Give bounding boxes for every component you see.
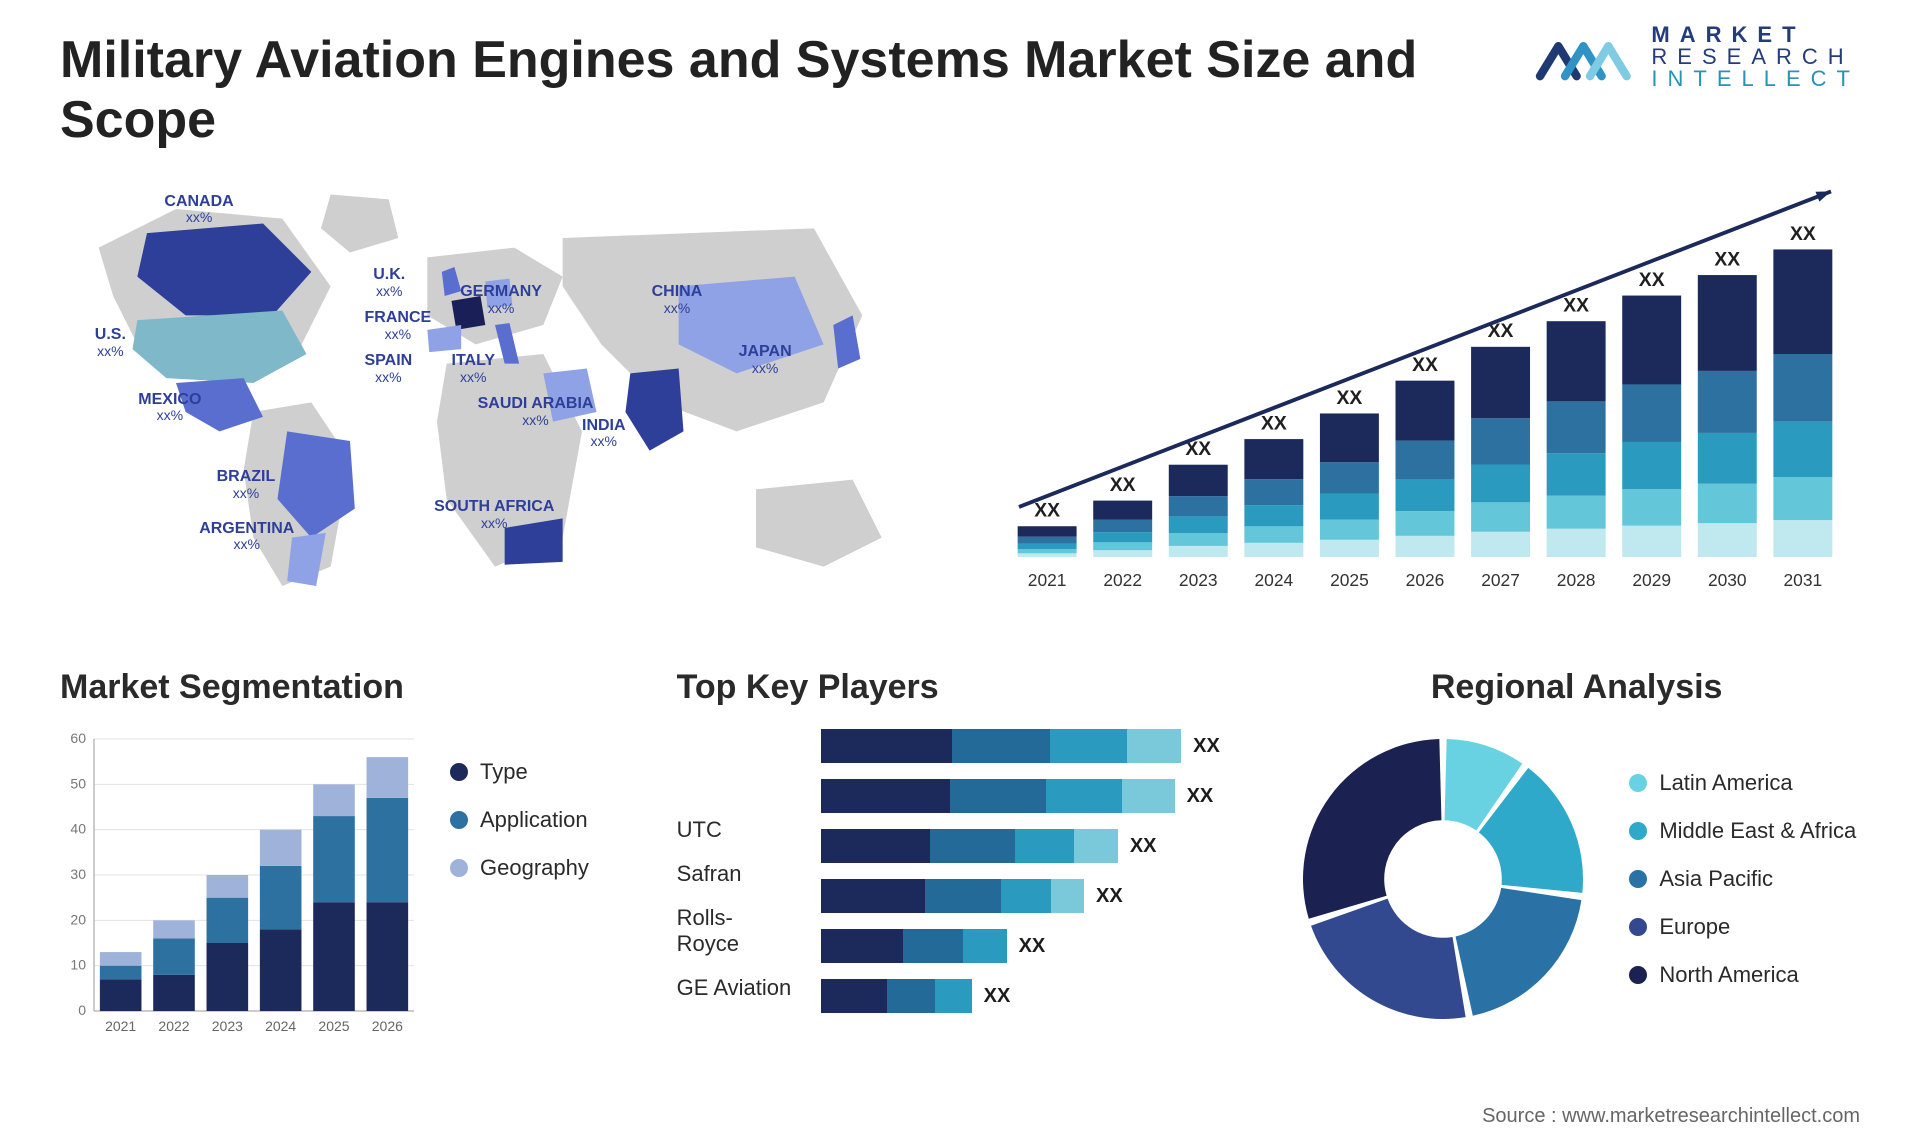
seg-legend-geography: Geography	[450, 855, 589, 881]
svg-text:20: 20	[70, 911, 86, 927]
key-players-title: Top Key Players	[677, 668, 1244, 707]
svg-text:40: 40	[70, 821, 86, 837]
region-legend-north-america: North America	[1629, 962, 1856, 988]
kp-bar-row: XX	[821, 929, 1243, 963]
key-players-section: Top Key Players UTC Safran Rolls-Royce GE A…	[677, 668, 1244, 1039]
region-legend-asia-pacific: Asia Pacific	[1629, 866, 1856, 892]
svg-text:2025: 2025	[318, 1018, 349, 1034]
svg-text:2027: 2027	[1481, 570, 1520, 590]
map-label-japan: JAPANxx%	[739, 343, 792, 376]
map-label-brazil: BRAZILxx%	[217, 468, 276, 501]
svg-text:2026: 2026	[1406, 570, 1445, 590]
svg-text:2021: 2021	[105, 1018, 136, 1034]
svg-text:2031: 2031	[1784, 570, 1823, 590]
kp-bar-row: XX	[821, 779, 1243, 813]
map-label-india: INDIAxx%	[582, 417, 626, 450]
svg-text:2024: 2024	[265, 1018, 296, 1034]
svg-text:XX: XX	[1790, 224, 1816, 245]
svg-text:0: 0	[78, 1002, 86, 1018]
kp-bar-row: XX	[821, 979, 1243, 1013]
svg-text:2025: 2025	[1330, 570, 1369, 590]
segmentation-title: Market Segmentation	[60, 668, 627, 707]
source-text: Source : www.marketresearchintellect.com	[1482, 1105, 1860, 1128]
map-label-china: CHINAxx%	[652, 283, 703, 316]
svg-text:2029: 2029	[1632, 570, 1671, 590]
svg-text:2021: 2021	[1028, 570, 1067, 590]
key-players-chart: XX XX XX XX XX XX	[821, 729, 1243, 1029]
svg-text:2026: 2026	[372, 1018, 403, 1034]
map-label-u.k.: U.K.xx%	[373, 266, 405, 299]
svg-text:XX: XX	[1261, 413, 1287, 434]
svg-text:2023: 2023	[212, 1018, 243, 1034]
svg-text:60: 60	[70, 730, 86, 746]
key-players-names: UTC Safran Rolls-Royce GE Aviation	[677, 817, 793, 1029]
svg-text:2030: 2030	[1708, 570, 1747, 590]
kp-name-ge-aviation: GE Aviation	[677, 975, 793, 1001]
kp-name-safran: Safran	[677, 861, 793, 887]
svg-text:2028: 2028	[1557, 570, 1596, 590]
map-label-mexico: MEXICOxx%	[138, 391, 201, 424]
map-label-south-africa: SOUTH AFRICAxx%	[434, 498, 554, 531]
svg-text:2022: 2022	[1103, 570, 1142, 590]
seg-legend-type: Type	[450, 759, 589, 785]
kp-bar-row: XX	[821, 729, 1243, 763]
map-label-canada: CANADAxx%	[164, 193, 233, 226]
svg-text:10: 10	[70, 957, 86, 973]
page-title: Military Aviation Engines and Systems Ma…	[60, 30, 1535, 150]
growth-bar-chart: XX 2021 XX 2022 XX 2023 XX 2024 XX 2025 XX 2026 XX 20…	[990, 180, 1860, 610]
svg-text:XX: XX	[1563, 296, 1589, 317]
regional-legend: Latin America Middle East & Africa Asia Pa…	[1629, 770, 1856, 988]
svg-text:XX: XX	[1034, 501, 1060, 522]
region-legend-middle-east-africa: Middle East & Africa	[1629, 818, 1856, 844]
svg-text:2024: 2024	[1255, 570, 1294, 590]
kp-bar-row: XX	[821, 829, 1243, 863]
region-legend-latin-america: Latin America	[1629, 770, 1856, 796]
map-label-germany: GERMANYxx%	[460, 283, 542, 316]
svg-text:XX: XX	[1412, 355, 1438, 376]
brand-line2: RESEARCH	[1651, 46, 1860, 68]
svg-text:2023: 2023	[1179, 570, 1218, 590]
svg-text:XX: XX	[1639, 270, 1665, 291]
regional-donut-chart	[1293, 729, 1593, 1029]
regional-section: Regional Analysis Latin America Middle Ea…	[1293, 668, 1860, 1039]
kp-bar-row: XX	[821, 879, 1243, 913]
segmentation-chart: 0 10 20 30 40 50 60 2021 2022 2023 2024 2025 2026	[60, 729, 420, 1039]
brand-line3: INTELLECT	[1651, 68, 1860, 90]
segmentation-section: Market Segmentation 0 10 20 30 40 50 60 2021 202…	[60, 668, 627, 1039]
svg-text:XX: XX	[1337, 388, 1363, 409]
svg-text:XX: XX	[1714, 249, 1740, 270]
kp-name-utc: UTC	[677, 817, 793, 843]
map-label-saudi-arabia: SAUDI ARABIAxx%	[478, 395, 594, 428]
kp-name-rolls-royce: Rolls-Royce	[677, 905, 793, 957]
region-legend-europe: Europe	[1629, 914, 1856, 940]
map-label-italy: ITALYxx%	[452, 352, 496, 385]
segmentation-legend: Type Application Geography	[450, 759, 589, 1039]
brand-logo-block: MARKET RESEARCH INTELLECT	[1535, 24, 1860, 90]
svg-text:XX: XX	[1110, 475, 1136, 496]
map-label-france: FRANCExx%	[365, 309, 432, 342]
svg-text:50: 50	[70, 775, 86, 791]
map-label-argentina: ARGENTINAxx%	[199, 520, 294, 553]
world-map: CANADAxx% U.S.xx% MEXICOxx% BRAZILxx% ARGENT…	[60, 180, 930, 610]
svg-text:30: 30	[70, 866, 86, 882]
svg-text:2022: 2022	[158, 1018, 189, 1034]
seg-legend-application: Application	[450, 807, 589, 833]
map-label-spain: SPAINxx%	[365, 352, 413, 385]
brand-line1: MARKET	[1651, 24, 1860, 46]
map-label-u.s.: U.S.xx%	[95, 326, 126, 359]
regional-title: Regional Analysis	[1293, 668, 1860, 707]
brand-logo-icon	[1535, 25, 1635, 89]
